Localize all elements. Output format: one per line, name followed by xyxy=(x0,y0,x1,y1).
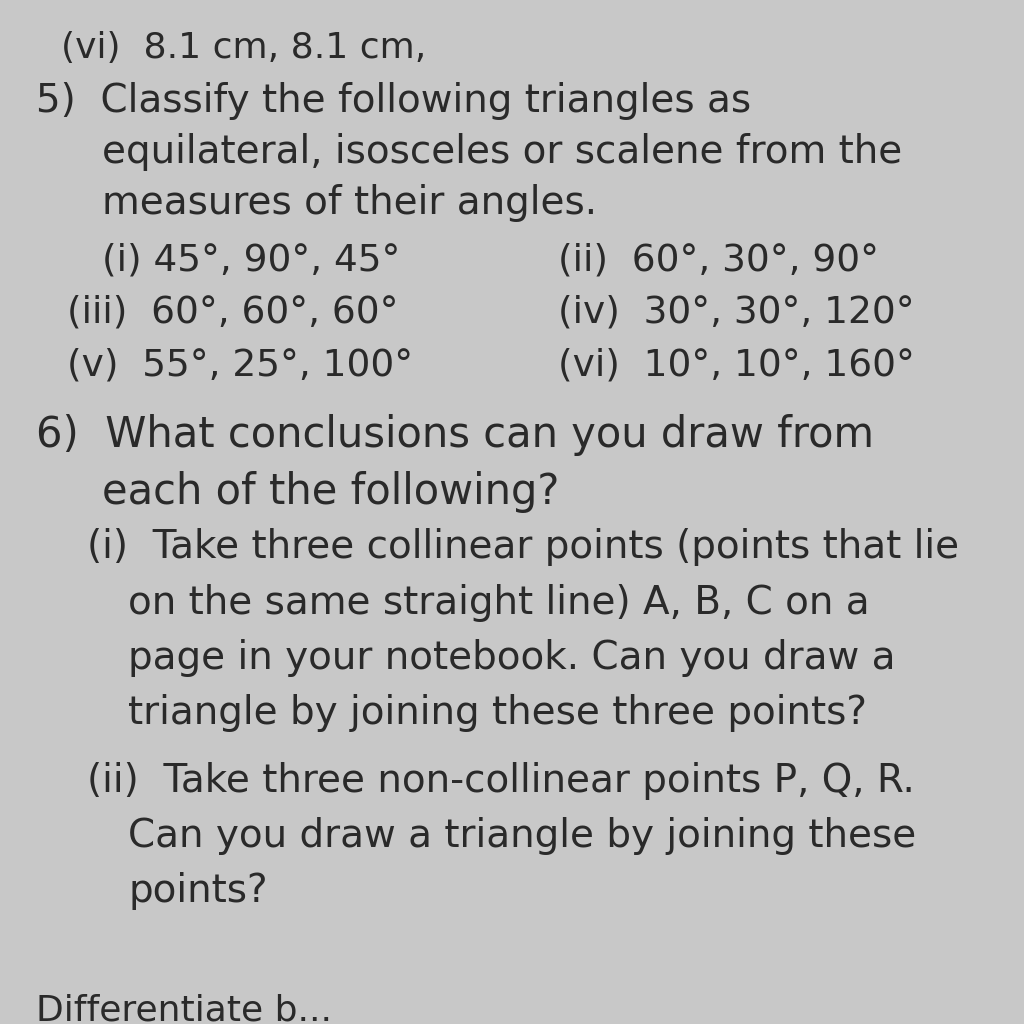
Text: (vi)  10°, 10°, 160°: (vi) 10°, 10°, 160° xyxy=(558,347,915,383)
Text: measures of their angles.: measures of their angles. xyxy=(102,184,598,222)
Text: points?: points? xyxy=(128,872,267,910)
Text: Differentiate b...: Differentiate b... xyxy=(36,993,332,1024)
Text: (iii)  60°, 60°, 60°: (iii) 60°, 60°, 60° xyxy=(67,295,398,331)
Text: triangle by joining these three points?: triangle by joining these three points? xyxy=(128,694,867,732)
Text: (v)  55°, 25°, 100°: (v) 55°, 25°, 100° xyxy=(67,347,413,383)
Text: 6)  What conclusions can you draw from: 6) What conclusions can you draw from xyxy=(36,414,873,456)
Text: (ii)  60°, 30°, 90°: (ii) 60°, 30°, 90° xyxy=(558,243,879,279)
Text: (i)  Take three collinear points (points that lie: (i) Take three collinear points (points … xyxy=(87,528,959,566)
Text: equilateral, isosceles or scalene from the: equilateral, isosceles or scalene from t… xyxy=(102,133,902,171)
Text: (iv)  30°, 30°, 120°: (iv) 30°, 30°, 120° xyxy=(558,295,914,331)
Text: page in your notebook. Can you draw a: page in your notebook. Can you draw a xyxy=(128,639,896,677)
Text: Can you draw a triangle by joining these: Can you draw a triangle by joining these xyxy=(128,817,916,855)
Text: (vi)  8.1 cm, 8.1 cm,: (vi) 8.1 cm, 8.1 cm, xyxy=(61,31,427,65)
Text: on the same straight line) A, B, C on a: on the same straight line) A, B, C on a xyxy=(128,584,869,622)
Text: (i) 45°, 90°, 45°: (i) 45°, 90°, 45° xyxy=(102,243,400,279)
Text: each of the following?: each of the following? xyxy=(102,471,560,513)
Text: (ii)  Take three non-collinear points P, Q, R.: (ii) Take three non-collinear points P, … xyxy=(87,762,914,800)
Text: 5)  Classify the following triangles as: 5) Classify the following triangles as xyxy=(36,82,751,120)
